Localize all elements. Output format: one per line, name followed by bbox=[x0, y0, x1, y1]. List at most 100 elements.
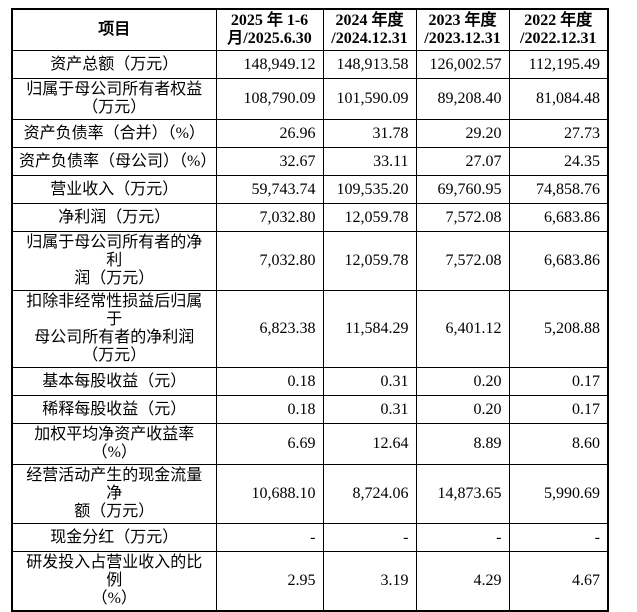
row-label: 营业收入（万元） bbox=[11, 175, 217, 204]
table-row: 加权平均净资产收益率（%） 6.69 12.64 8.89 8.60 bbox=[11, 423, 609, 465]
table-row: 经营活动产生的现金流量净 额（万元） 10,688.10 8,724.06 14,87… bbox=[11, 464, 609, 524]
row-value: 24.35 bbox=[508, 147, 609, 176]
row-value: 2.95 bbox=[215, 551, 324, 612]
table-body: 资产总额（万元） 148,949.12 148,913.58 126,002.57 11… bbox=[11, 50, 609, 612]
financial-summary-table: 项目 2025 年 1-6 月/2025.6.30 2024 年度 /2024.… bbox=[11, 8, 609, 612]
row-label: 经营活动产生的现金流量净 额（万元） bbox=[11, 464, 217, 524]
row-value: 33.11 bbox=[322, 147, 417, 176]
row-value: 108,790.09 bbox=[215, 78, 324, 120]
table-row: 研发投入占营业收入的比例 （%） 2.95 3.19 4.29 4.67 bbox=[11, 551, 609, 612]
row-value: 7,032.80 bbox=[215, 231, 324, 291]
row-value: 126,002.57 bbox=[415, 50, 510, 79]
row-value: 27.07 bbox=[415, 147, 510, 176]
row-value: 6,823.38 bbox=[215, 290, 324, 368]
table-row: 资产负债率（母公司）（%） 32.67 33.11 27.07 24.35 bbox=[11, 147, 609, 176]
row-value: - bbox=[415, 523, 510, 552]
row-value: 29.20 bbox=[415, 119, 510, 148]
row-value: 0.18 bbox=[215, 367, 324, 396]
table-row: 扣除非经常性损益后归属于 母公司所有者的净利润 （万元） 6,823.38 11,5… bbox=[11, 290, 609, 368]
row-value: 12,059.78 bbox=[322, 203, 417, 232]
row-value: 26.96 bbox=[215, 119, 324, 148]
row-value: 3.19 bbox=[322, 551, 417, 612]
row-value: 27.73 bbox=[508, 119, 609, 148]
row-value: - bbox=[215, 523, 324, 552]
header-line-2: /2024.12.31 bbox=[331, 30, 408, 47]
row-value: 14,873.65 bbox=[415, 464, 510, 524]
header-row: 项目 2025 年 1-6 月/2025.6.30 2024 年度 /2024.… bbox=[11, 8, 609, 51]
row-value: - bbox=[322, 523, 417, 552]
row-value: 8,724.06 bbox=[322, 464, 417, 524]
row-value: 6,401.12 bbox=[415, 290, 510, 368]
row-label: 归属于母公司所有者的净利 润（万元） bbox=[11, 231, 217, 291]
row-value: 31.78 bbox=[322, 119, 417, 148]
row-value: 74,858.76 bbox=[508, 175, 609, 204]
row-value: 101,590.09 bbox=[322, 78, 417, 120]
table-row: 资产负债率（合并）（%） 26.96 31.78 29.20 27.73 bbox=[11, 119, 609, 148]
row-label: 加权平均净资产收益率（%） bbox=[11, 423, 217, 465]
header-line-1: 项目 bbox=[98, 21, 131, 38]
row-value: 0.18 bbox=[215, 395, 324, 424]
column-header-2022: 2022 年度 /2022.12.31 bbox=[508, 8, 609, 51]
row-value: 6.69 bbox=[215, 423, 324, 465]
header-line-1: 2022 年度 bbox=[524, 12, 593, 29]
row-value: 5,990.69 bbox=[508, 464, 609, 524]
row-label: 资产负债率（合并）（%） bbox=[11, 119, 217, 148]
row-value: 4.29 bbox=[415, 551, 510, 612]
row-label: 研发投入占营业收入的比例 （%） bbox=[11, 551, 217, 612]
row-label: 现金分红（万元） bbox=[11, 523, 217, 552]
table-row: 归属于母公司所有者的净利 润（万元） 7,032.80 12,059.78 7,572… bbox=[11, 231, 609, 291]
row-value: 10,688.10 bbox=[215, 464, 324, 524]
header-line-2: 月/2025.6.30 bbox=[227, 30, 312, 47]
header-line-2: /2022.12.31 bbox=[520, 30, 597, 47]
row-value: 112,195.49 bbox=[508, 50, 609, 79]
row-label: 净利润（万元） bbox=[11, 203, 217, 232]
row-value: 12,059.78 bbox=[322, 231, 417, 291]
row-value: 81,084.48 bbox=[508, 78, 609, 120]
row-value: 6,683.86 bbox=[508, 203, 609, 232]
column-header-2025h1: 2025 年 1-6 月/2025.6.30 bbox=[215, 8, 324, 51]
row-label: 归属于母公司所有者权益 （万元） bbox=[11, 78, 217, 120]
row-value: 89,208.40 bbox=[415, 78, 510, 120]
document-page: 项目 2025 年 1-6 月/2025.6.30 2024 年度 /2024.… bbox=[0, 8, 637, 612]
row-value: 7,032.80 bbox=[215, 203, 324, 232]
row-value: 0.20 bbox=[415, 395, 510, 424]
row-label: 资产负债率（母公司）（%） bbox=[11, 147, 217, 176]
table-row: 稀释每股收益（元） 0.18 0.31 0.20 0.17 bbox=[11, 395, 609, 424]
row-value: 4.67 bbox=[508, 551, 609, 612]
row-value: 69,760.95 bbox=[415, 175, 510, 204]
row-label: 扣除非经常性损益后归属于 母公司所有者的净利润 （万元） bbox=[11, 290, 217, 368]
row-label: 基本每股收益（元） bbox=[11, 367, 217, 396]
row-value: 7,572.08 bbox=[415, 203, 510, 232]
row-value: 5,208.88 bbox=[508, 290, 609, 368]
row-value: 109,535.20 bbox=[322, 175, 417, 204]
row-label: 稀释每股收益（元） bbox=[11, 395, 217, 424]
header-line-1: 2024 年度 bbox=[335, 12, 404, 29]
row-value: 32.67 bbox=[215, 147, 324, 176]
row-value: 8.60 bbox=[508, 423, 609, 465]
table-row: 归属于母公司所有者权益 （万元） 108,790.09 101,590.09 89,2… bbox=[11, 78, 609, 120]
row-value: 8.89 bbox=[415, 423, 510, 465]
header-line-1: 2025 年 1-6 bbox=[230, 12, 309, 29]
row-value: 0.20 bbox=[415, 367, 510, 396]
header-line-2: /2023.12.31 bbox=[424, 30, 501, 47]
table-row: 基本每股收益（元） 0.18 0.31 0.20 0.17 bbox=[11, 367, 609, 396]
table-header: 项目 2025 年 1-6 月/2025.6.30 2024 年度 /2024.… bbox=[11, 8, 609, 51]
column-header-2024: 2024 年度 /2024.12.31 bbox=[322, 8, 417, 51]
table-row: 资产总额（万元） 148,949.12 148,913.58 126,002.57 11… bbox=[11, 50, 609, 79]
row-value: 59,743.74 bbox=[215, 175, 324, 204]
table-row: 营业收入（万元） 59,743.74 109,535.20 69,760.95 74,8… bbox=[11, 175, 609, 204]
row-label: 资产总额（万元） bbox=[11, 50, 217, 79]
header-line-1: 2023 年度 bbox=[428, 12, 497, 29]
column-header-2023: 2023 年度 /2023.12.31 bbox=[415, 8, 510, 51]
row-value: 12.64 bbox=[322, 423, 417, 465]
table-row: 净利润（万元） 7,032.80 12,059.78 7,572.08 6,683.86 bbox=[11, 203, 609, 232]
column-header-item: 项目 bbox=[11, 8, 217, 51]
row-value: - bbox=[508, 523, 609, 552]
row-value: 6,683.86 bbox=[508, 231, 609, 291]
row-value: 0.17 bbox=[508, 367, 609, 396]
row-value: 148,949.12 bbox=[215, 50, 324, 79]
row-value: 0.17 bbox=[508, 395, 609, 424]
row-value: 0.31 bbox=[322, 367, 417, 396]
row-value: 0.31 bbox=[322, 395, 417, 424]
row-value: 11,584.29 bbox=[322, 290, 417, 368]
